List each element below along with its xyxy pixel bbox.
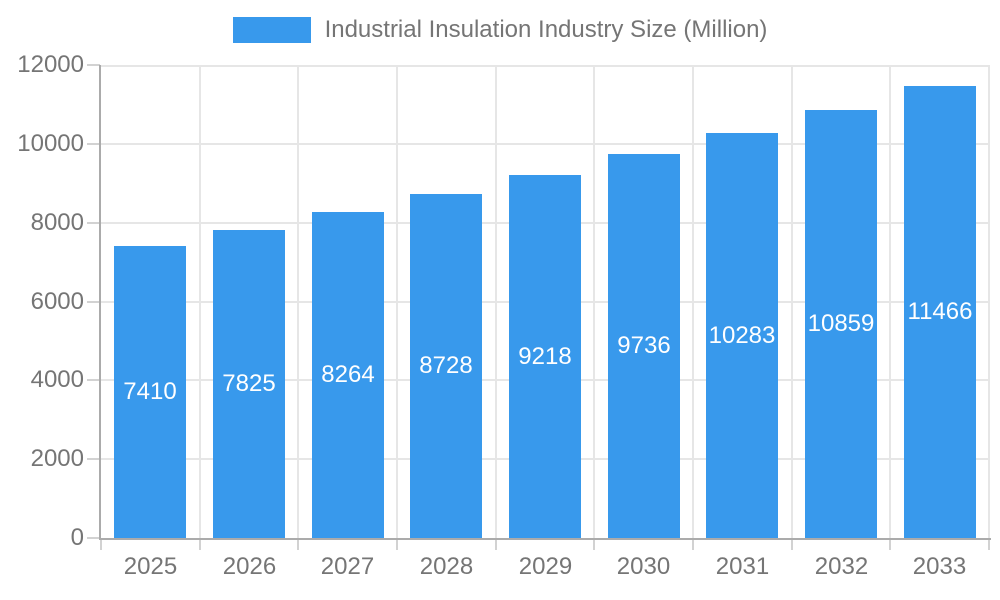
y-tick-mark — [87, 379, 100, 381]
v-gridline — [988, 65, 990, 538]
bar-value-label: 9736 — [617, 332, 671, 359]
legend-item[interactable]: Industrial Insulation Industry Size (Mil… — [232, 16, 768, 44]
bar[interactable]: 11466 — [904, 86, 976, 538]
y-tick-mark — [87, 143, 100, 145]
x-axis-line — [99, 538, 991, 540]
bar-value-label: 10283 — [708, 321, 776, 349]
bar-value-label: 10859 — [807, 310, 875, 337]
x-tick-mark — [495, 540, 497, 550]
bar[interactable]: 10859 — [805, 110, 877, 538]
x-tick-mark — [889, 540, 891, 550]
y-tick-mark — [87, 537, 100, 539]
h-gridline — [101, 65, 989, 67]
v-gridline — [495, 65, 497, 538]
x-tick-mark — [396, 540, 398, 550]
bar[interactable]: 10283 — [706, 133, 778, 538]
y-tick-label: 8000 — [30, 209, 84, 236]
y-axis-line — [99, 65, 101, 540]
v-gridline — [791, 65, 793, 538]
legend: Industrial Insulation Industry Size (Mil… — [0, 16, 1000, 44]
y-tick-label: 6000 — [30, 288, 84, 315]
bar-value-label: 7410 — [123, 378, 177, 405]
x-tick-label: 2025 — [123, 553, 178, 580]
x-tick-mark — [593, 540, 595, 550]
bar-value-label: 7825 — [222, 370, 276, 397]
x-tick-mark — [297, 540, 299, 550]
y-tick-label: 2000 — [30, 445, 84, 472]
bar-value-label: 8728 — [419, 352, 473, 379]
y-tick-mark — [87, 301, 100, 303]
y-tick-mark — [87, 222, 100, 224]
plot-area: 7410 7825 8264 8728 9218 9736 10283 10859 11466 — [101, 65, 990, 538]
bar[interactable]: 9218 — [509, 175, 581, 538]
v-gridline — [297, 65, 299, 538]
x-tick-mark — [988, 540, 990, 550]
bar[interactable]: 7410 — [114, 246, 186, 538]
v-gridline — [889, 65, 891, 538]
x-tick-label: 2026 — [222, 553, 277, 580]
x-tick-label: 2032 — [814, 553, 869, 580]
x-tick-mark — [692, 540, 694, 550]
bar-value-label: 11466 — [907, 298, 973, 325]
h-gridline — [101, 142, 989, 145]
v-gridline — [593, 65, 595, 538]
legend-label: Industrial Insulation Industry Size (Mil… — [324, 16, 768, 43]
y-tick-label: 0 — [70, 524, 84, 551]
v-gridline — [692, 65, 694, 538]
y-tick-label: 10000 — [17, 130, 84, 157]
x-tick-label: 2027 — [320, 553, 375, 580]
x-tick-label: 2028 — [419, 553, 474, 580]
x-tick-mark — [199, 540, 201, 550]
bar-value-label: 9218 — [518, 342, 572, 370]
legend-swatch — [232, 17, 311, 43]
v-gridline — [199, 65, 201, 538]
x-tick-mark — [791, 540, 793, 550]
y-tick-label: 12000 — [17, 51, 84, 78]
y-tick-mark — [87, 64, 100, 66]
bar[interactable]: 9736 — [608, 154, 680, 538]
bar[interactable]: 7825 — [213, 230, 285, 538]
x-tick-label: 2031 — [715, 553, 770, 580]
bar-value-label: 8264 — [321, 361, 375, 388]
bar[interactable]: 8728 — [410, 194, 482, 538]
v-gridline — [396, 65, 398, 538]
y-tick-label: 4000 — [30, 366, 84, 393]
x-tick-label: 2030 — [616, 553, 671, 580]
x-tick-mark — [100, 540, 102, 550]
x-tick-label: 2029 — [518, 553, 573, 580]
bar[interactable]: 8264 — [312, 212, 384, 538]
y-tick-mark — [87, 458, 100, 460]
x-tick-label: 2033 — [912, 553, 967, 580]
